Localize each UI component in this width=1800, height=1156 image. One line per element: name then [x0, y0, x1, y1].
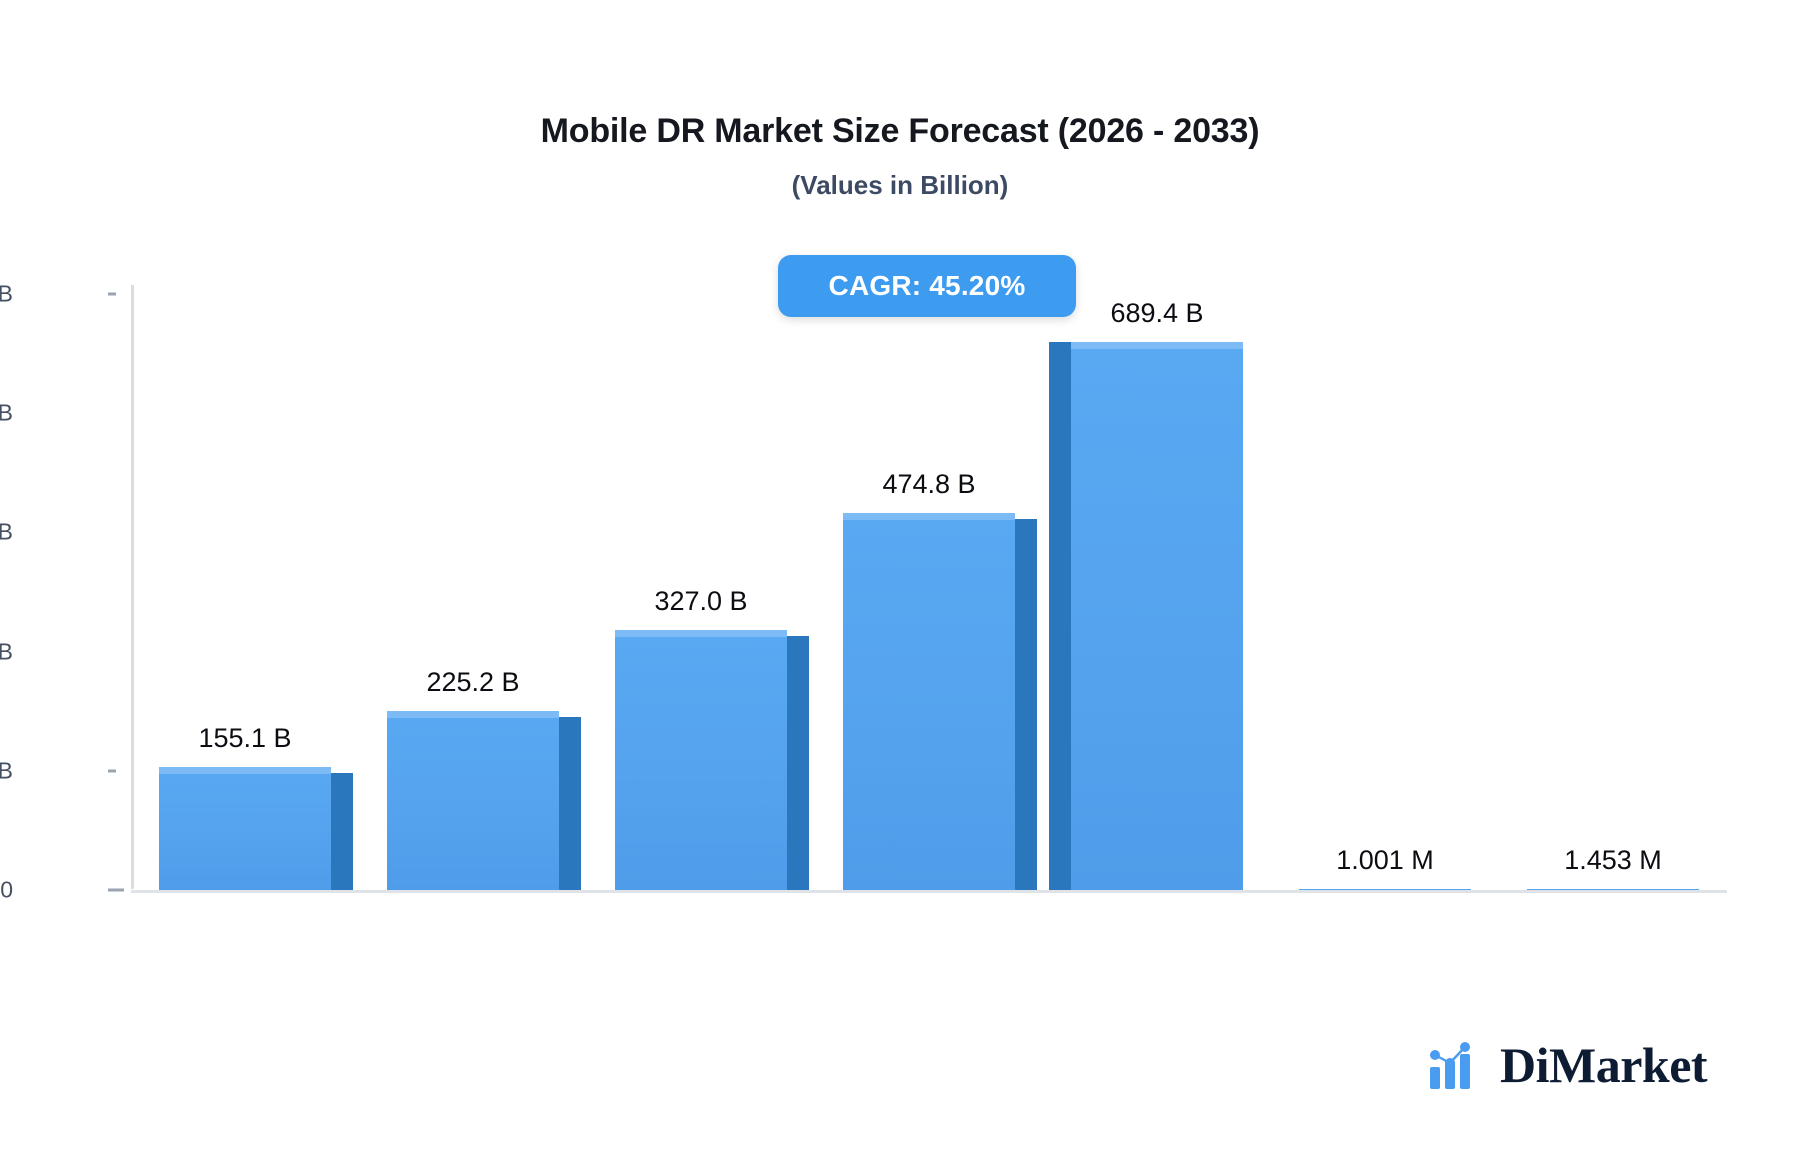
bar-face [387, 711, 559, 890]
bar-top-highlight [615, 630, 787, 638]
x-axis-line [131, 890, 1727, 893]
bar-2028[interactable] [843, 512, 1037, 890]
bar-2031[interactable] [1527, 888, 1699, 890]
bar-value-label: 1.001 M [1336, 844, 1434, 875]
bar-value-label: 155.1 B [198, 722, 292, 753]
bar-value-label: 1.453 M [1564, 844, 1662, 875]
bar-chart-icon [1430, 1042, 1470, 1089]
bar-2025[interactable] [159, 766, 353, 890]
bar-value-label: 474.8 B [882, 468, 976, 499]
bar-side-panel [1049, 342, 1071, 890]
bar-2027[interactable] [615, 630, 809, 890]
bar-2026[interactable] [387, 711, 581, 890]
y-axis-tick-label: 150.0B [0, 757, 13, 784]
bar-2030[interactable] [1299, 888, 1471, 890]
y-axis-line [131, 285, 134, 889]
bar-top-highlight [1071, 342, 1243, 350]
brand-name: DiMarket [1500, 1037, 1708, 1093]
y-axis-tick-label: 300.0B [0, 638, 13, 665]
cagr-badge-label: CAGR: 45.20% [828, 270, 1026, 301]
bar-value-label: 225.2 B [426, 667, 520, 698]
bar-side-panel [1015, 518, 1037, 890]
bar-value-label: 327.0 B [654, 586, 748, 617]
bar-face [159, 766, 331, 890]
y-axis-tick-label: 0 [0, 876, 13, 903]
chart-subtitle: (Values in Billion) [791, 170, 1009, 200]
y-axis-tick-mark [108, 888, 124, 892]
bar-face [1527, 888, 1699, 890]
bar-value-label: 689.4 B [1110, 298, 1204, 329]
plot-area: 155.1 B 225.2 B 327.0 B 474.8 B 689.4 B 1.001… [0, 281, 1727, 903]
y-axis-tick-mark [108, 769, 116, 773]
y-axis-tick-label: 600.0B [0, 399, 13, 426]
bar-side-panel [331, 772, 353, 890]
page-title: Mobile DR Market Size Forecast (2026 - 2… [540, 112, 1260, 150]
bar-top-highlight [159, 766, 331, 774]
y-axis-tick-mark [108, 292, 116, 296]
bar-face [1071, 342, 1243, 890]
bar-top-highlight [387, 711, 559, 719]
y-axis-tick-label: 450.0B [0, 518, 13, 545]
bar-side-panel [559, 717, 581, 890]
y-axis-tick-label: 750.0B [0, 280, 13, 307]
bar-face [843, 512, 1015, 890]
bar-face [615, 630, 787, 890]
bar-side-panel [787, 636, 809, 890]
bar-top-highlight [843, 512, 1015, 520]
cagr-badge: CAGR: 45.20% [778, 255, 1076, 317]
bar-2029[interactable] [1049, 342, 1243, 890]
bar-face [1299, 888, 1471, 890]
brand-logo: DiMarket [1428, 1037, 1708, 1093]
